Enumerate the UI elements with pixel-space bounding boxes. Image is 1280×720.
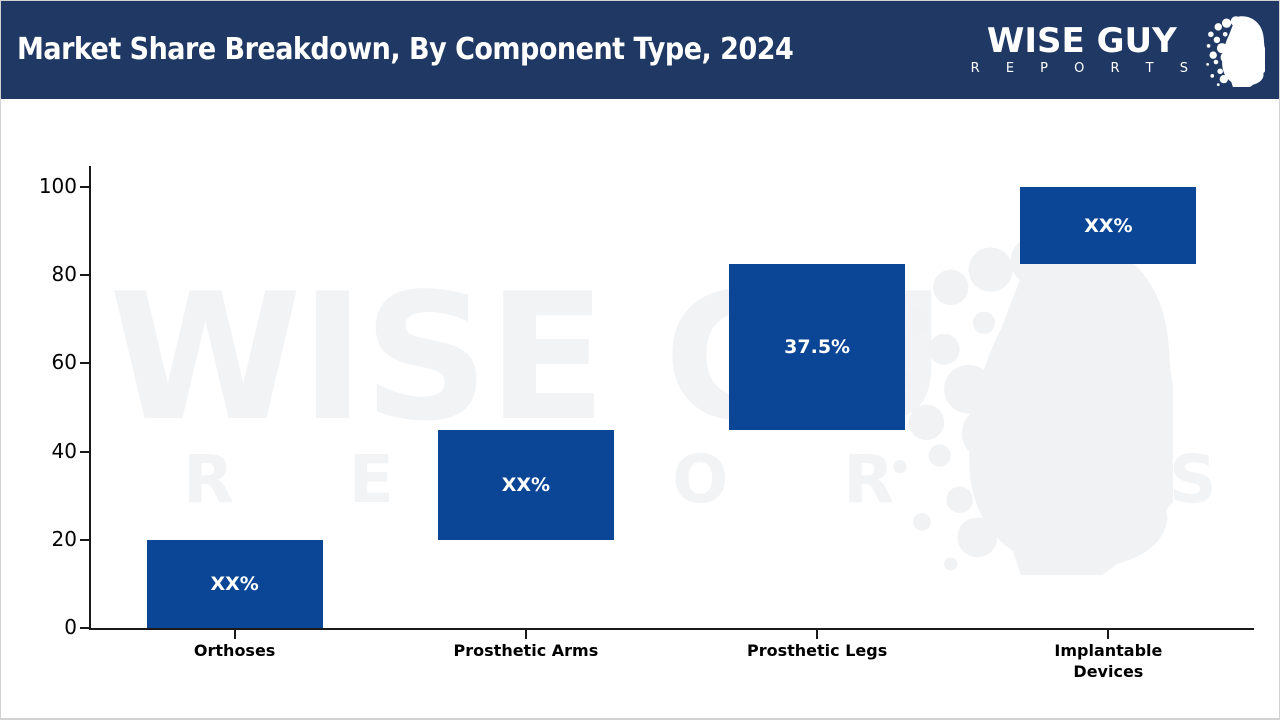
bar-value-label: XX% (501, 473, 551, 496)
dotted-head-icon (1206, 16, 1265, 87)
x-axis-tick-0 (233, 630, 236, 639)
logo-subtitle: R E P O R T S (970, 61, 1199, 77)
bar-implantable-devices: XX% (1020, 187, 1197, 265)
header-bar: Market Share Breakdown, By Component Typ… (1, 1, 1279, 99)
gridline-40 (91, 451, 1254, 453)
logo-name: WISE GUY (986, 20, 1177, 61)
y-axis-label-60: 60 (51, 350, 77, 375)
bar-orthoses: XX% (146, 539, 323, 628)
y-axis-label-40: 40 (51, 438, 77, 463)
x-axis-line (89, 628, 1254, 630)
category-label-0: Orthoses (193, 641, 276, 660)
category-label-1: Prosthetic Arms (453, 641, 599, 660)
bar-value-label: XX% (1084, 214, 1133, 237)
bar-value-label: 37.5% (784, 335, 851, 358)
y-axis-label-0: 0 (64, 615, 77, 639)
bar-prosthetic-arms: XX% (437, 429, 614, 540)
y-axis-tick-0 (80, 627, 89, 629)
chart-title: Market Share Breakdown, By Component Typ… (17, 32, 794, 67)
wise-guy-reports-logo: WISE GUY R E P O R T S (965, 13, 1265, 87)
gridline-80 (91, 274, 1254, 276)
bar-prosthetic-legs: 37.5% (729, 264, 906, 430)
x-axis-tick-3 (1107, 630, 1110, 639)
x-axis-tick-1 (524, 630, 527, 639)
y-axis-tick-60 (80, 362, 89, 365)
bar-value-label: XX% (210, 572, 259, 595)
y-axis-label-100: 100 (38, 174, 77, 198)
category-label-3: Implantable Devices (1054, 641, 1163, 681)
y-axis-line (89, 166, 91, 630)
y-axis-tick-100 (80, 186, 89, 188)
y-axis-label-80: 80 (51, 262, 77, 287)
category-label-2: Prosthetic Legs (747, 641, 888, 660)
logo-text: WISE GUY R E P O R T S (965, 20, 1199, 77)
y-axis-label-20: 20 (51, 526, 77, 551)
y-axis-tick-80 (80, 274, 89, 277)
x-axis-tick-2 (816, 630, 819, 639)
y-axis-tick-40 (80, 450, 89, 453)
y-axis-tick-20 (80, 538, 89, 541)
gridline-60 (91, 362, 1254, 364)
